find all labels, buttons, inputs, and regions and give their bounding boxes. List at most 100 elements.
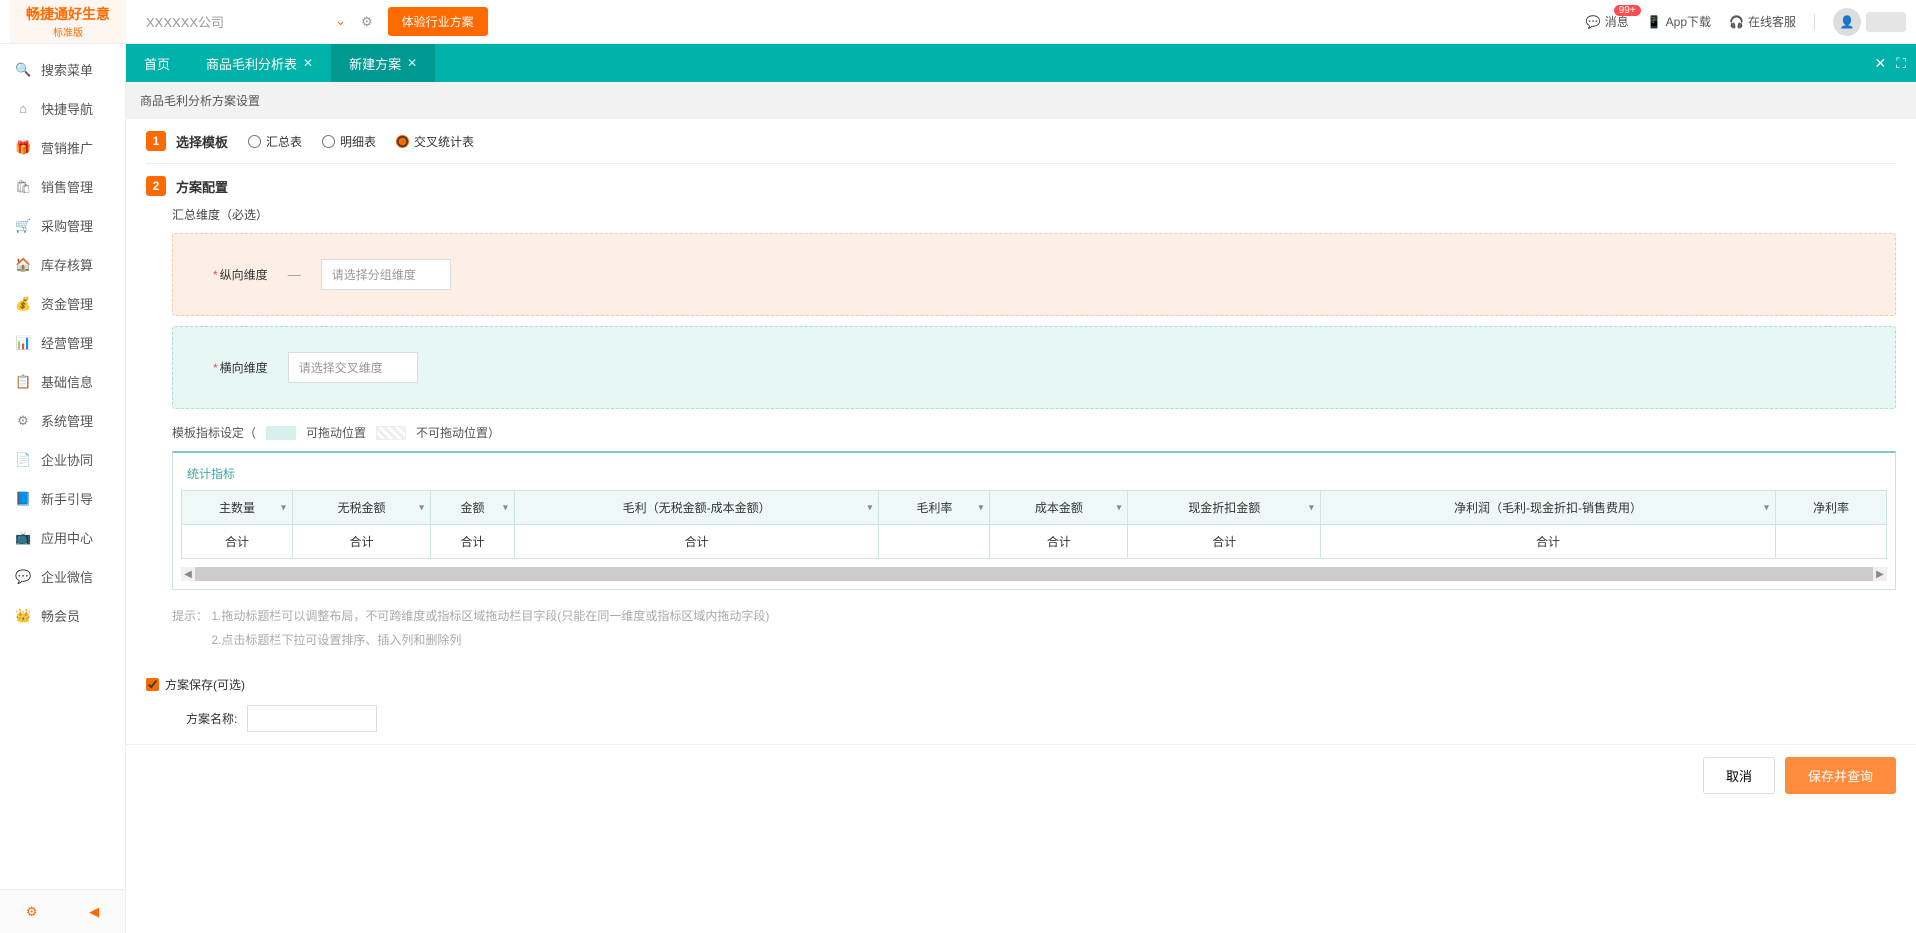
sidebar-item[interactable]: 📺应用中心: [0, 518, 125, 557]
vertical-dimension-box: *纵向维度 — 请选择分组维度: [172, 233, 1896, 316]
sidebar-item[interactable]: 🎁 营销推广: [0, 128, 125, 167]
close-all-icon[interactable]: ✕: [1874, 55, 1886, 72]
messages-link[interactable]: 💬 消息 99+: [1586, 13, 1629, 30]
vertical-dimension-select[interactable]: 请选择分组维度: [321, 259, 451, 290]
stat-column-header[interactable]: 成本金额▾: [990, 491, 1128, 525]
user-placeholder: [1866, 12, 1906, 32]
sidebar-item[interactable]: 🔍搜索菜单: [0, 50, 125, 89]
sidebar-item-label: 营销推广: [41, 138, 93, 157]
save-checkbox-label[interactable]: 方案保存(可选): [146, 676, 1896, 693]
company-select[interactable]: XXXXXX公司 ⌄: [146, 8, 346, 36]
stat-sum-cell: [1775, 525, 1886, 559]
sidebar-item[interactable]: 📊 经营管理: [0, 323, 125, 362]
save-section: 方案保存(可选) 方案名称:: [126, 664, 1916, 744]
radio-input[interactable]: [396, 135, 409, 148]
sidebar-item[interactable]: 👑 畅会员: [0, 596, 125, 635]
stat-sum-cell: [879, 525, 990, 559]
sidebar-item-icon: 📄: [15, 452, 31, 468]
chevron-down-icon[interactable]: ▾: [1309, 502, 1314, 513]
scroll-right-icon[interactable]: ▶: [1873, 569, 1887, 580]
sidebar-item-label: 基础信息: [41, 372, 93, 391]
sidebar-item-label: 畅会员: [41, 606, 80, 625]
sidebar-item[interactable]: ⌂快捷导航: [0, 89, 125, 128]
template-radio[interactable]: 明细表: [322, 133, 376, 150]
stat-column-header[interactable]: 无税金额 ▾: [292, 491, 430, 525]
sidebar-item-label: 经营管理: [41, 333, 93, 352]
save-checkbox[interactable]: [146, 678, 159, 691]
horizontal-scrollbar[interactable]: ◀ ▶: [181, 567, 1887, 581]
sidebar-item[interactable]: 💰资金管理: [0, 284, 125, 323]
user-menu[interactable]: 👤: [1833, 8, 1906, 36]
sidebar-item[interactable]: 🛒采购管理: [0, 206, 125, 245]
sidebar-item-icon: 📘: [15, 491, 31, 507]
close-icon[interactable]: ✕: [303, 56, 313, 70]
column-label: 现金折扣金额: [1188, 501, 1260, 515]
plan-name-input[interactable]: [247, 705, 377, 732]
radio-label: 汇总表: [266, 133, 302, 150]
chevron-down-icon[interactable]: ▾: [1764, 502, 1769, 513]
sidebar-item-label: 搜索菜单: [41, 60, 93, 79]
stat-column-header[interactable]: 金额 ▾: [431, 491, 515, 525]
scroll-track[interactable]: [195, 567, 1873, 581]
chevron-down-icon[interactable]: ▾: [978, 502, 983, 513]
sidebar-item[interactable]: 💬企业微信: [0, 557, 125, 596]
template-radio[interactable]: 交叉统计表: [396, 133, 474, 150]
stat-column-header[interactable]: 毛利率▾: [879, 491, 990, 525]
template-radio[interactable]: 汇总表: [248, 133, 302, 150]
logo: 畅捷通好生意 标准版: [10, 0, 126, 43]
horizontal-dimension-box: *横向维度 请选择交叉维度: [172, 326, 1896, 409]
sidebar-item-icon: 📋: [15, 374, 31, 390]
stat-column-header[interactable]: 净利率: [1775, 491, 1886, 525]
stat-column-header[interactable]: 净利润（毛利-现金折扣-销售费用）▾: [1320, 491, 1775, 525]
radio-input[interactable]: [248, 135, 261, 148]
stat-column-header[interactable]: 主数量▾: [182, 491, 293, 525]
column-label: 无税金额: [338, 501, 386, 515]
tab[interactable]: 首页: [126, 44, 188, 82]
dash-icon: —: [288, 267, 301, 282]
chevron-down-icon[interactable]: ▾: [503, 502, 508, 513]
template-indicator-desc: 模板指标设定（ 可拖动位置 不可拖动位置）: [172, 424, 1896, 441]
sidebar-item-icon: 📊: [15, 335, 31, 351]
horizontal-dimension-select[interactable]: 请选择交叉维度: [288, 352, 418, 383]
sum-dim-title: 汇总维度（必选）: [146, 196, 1896, 233]
sidebar-item[interactable]: 🛍销售管理: [0, 167, 125, 206]
chevron-down-icon[interactable]: ▾: [1116, 502, 1121, 513]
save-query-button[interactable]: 保存并查询: [1785, 757, 1896, 794]
close-icon[interactable]: ✕: [407, 56, 417, 70]
sidebar-item[interactable]: 🏠库存核算: [0, 245, 125, 284]
fullscreen-icon[interactable]: ⛶: [1896, 55, 1906, 72]
radio-input[interactable]: [322, 135, 335, 148]
column-label: 金额: [460, 501, 484, 515]
sidebar-item[interactable]: 📋 基础信息: [0, 362, 125, 401]
sidebar-item[interactable]: 📄 企业协同: [0, 440, 125, 479]
sidebar-item[interactable]: ⚙系统管理: [0, 401, 125, 440]
tab[interactable]: 新建方案✕: [331, 44, 435, 82]
sidebar-item-label: 企业协同: [41, 450, 93, 469]
app-download-label: App下载: [1666, 13, 1711, 30]
chevron-down-icon[interactable]: ▾: [419, 502, 424, 513]
sidebar-item-icon: 💬: [15, 569, 31, 585]
settings-icon[interactable]: ⚙: [26, 904, 38, 920]
collapse-icon[interactable]: ◀: [89, 904, 99, 920]
stat-column-header[interactable]: 现金折扣金额 ▾: [1128, 491, 1320, 525]
chevron-down-icon[interactable]: ▾: [867, 502, 872, 513]
online-service-label: 在线客服: [1748, 13, 1796, 30]
app-download-link[interactable]: 📱 App下载: [1647, 13, 1711, 30]
online-service-link[interactable]: 🎧 在线客服: [1729, 13, 1796, 30]
stat-column-header[interactable]: 毛利（无税金额-成本金额）▾: [514, 491, 878, 525]
try-plan-button[interactable]: 体验行业方案: [388, 7, 488, 36]
stat-table: 主数量▾无税金额▾金额▾毛利（无税金额-成本金额）▾毛利率▾成本金额▾现金折扣金…: [181, 490, 1887, 559]
sidebar-item-icon: 👑: [15, 608, 31, 624]
sidebar-item-icon: 🛍: [15, 179, 31, 195]
chevron-down-icon[interactable]: ▾: [281, 502, 286, 513]
gear-icon[interactable]: ⚙: [361, 14, 373, 30]
step1-row: 1 选择模板 汇总表明细表交叉统计表: [146, 131, 1896, 164]
logo-text: 畅捷通好生意: [26, 4, 110, 24]
tab[interactable]: 商品毛利分析表✕: [188, 44, 331, 82]
sidebar-item-icon: 🎁: [15, 140, 31, 156]
sidebar-item-label: 快捷导航: [41, 99, 93, 118]
cancel-button[interactable]: 取消: [1703, 757, 1775, 794]
sidebar-item[interactable]: 📘新手引导: [0, 479, 125, 518]
top-header: 畅捷通好生意 标准版 XXXXXX公司 ⌄ ⚙ 体验行业方案 💬 消息 99+ …: [0, 0, 1916, 44]
scroll-left-icon[interactable]: ◀: [181, 569, 195, 580]
